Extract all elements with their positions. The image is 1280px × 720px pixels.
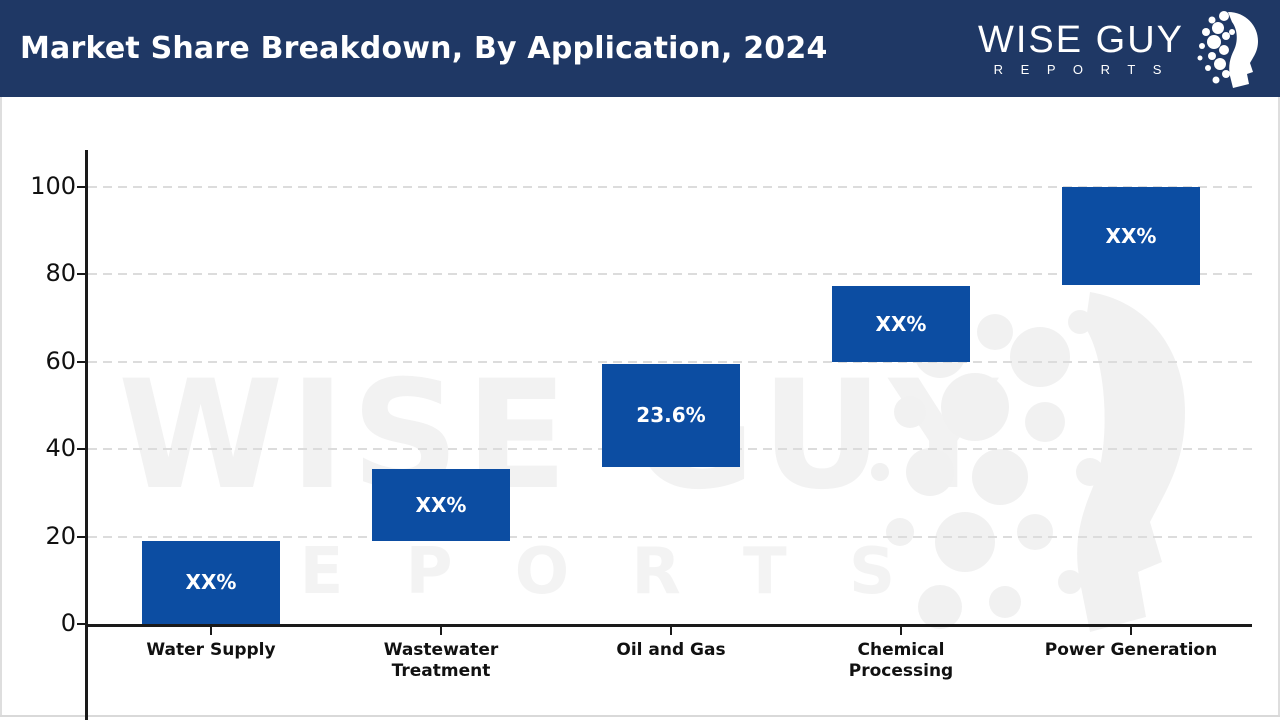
chart-title: Market Share Breakdown, By Application, … [20, 31, 828, 66]
gridline-60 [88, 360, 1252, 363]
x-tick-mark [900, 627, 902, 635]
bar-value-label: XX% [1105, 223, 1157, 248]
x-category-label-1: Water Supply [146, 640, 276, 660]
plot-area: WISE GUY R E P O R T S 0 20 40 60 80 100 XX% X… [0, 97, 1280, 720]
gridline-20 [88, 535, 1252, 538]
y-axis-line [85, 150, 88, 720]
bar-value-label: XX% [415, 492, 467, 517]
bar-water-supply: XX% [142, 540, 280, 624]
x-category-label-3: Oil and Gas [616, 640, 726, 660]
head-silhouette-icon [1197, 10, 1258, 88]
page-border-right [1278, 97, 1280, 717]
bar-value-label: XX% [875, 311, 927, 336]
gridline-100 [88, 186, 1252, 188]
page-border-bottom [0, 715, 1280, 717]
page-border-left [0, 97, 2, 717]
y-tick-label-0: 0 [60, 609, 76, 637]
x-tick-mark [1130, 627, 1132, 635]
y-tick-mark [77, 623, 85, 625]
header: Market Share Breakdown, By Application, … [0, 0, 1280, 97]
wiseguy-logo: WISE GUY R E P O R T S [978, 6, 1266, 92]
head-watermark [871, 292, 1185, 632]
y-tick-label-80: 80 [45, 259, 76, 288]
x-category-label-5: Power Generation [1044, 640, 1218, 660]
bar-power-generation: XX% [1062, 187, 1200, 285]
y-tick-mark [77, 535, 85, 538]
x-tick-mark [670, 627, 672, 635]
x-category-label-4: Chemical Processing [848, 640, 954, 681]
x-axis-line [85, 624, 1252, 627]
bar-value-label: XX% [185, 570, 237, 595]
logo-wordmark: WISE GUY R E P O R T S [978, 20, 1184, 77]
watermark-reports: R E P O R T S [188, 535, 916, 609]
x-tick-mark [440, 627, 442, 635]
logo-wordmark-line2: R E P O R T S [993, 62, 1169, 77]
bar-wastewater-treatment: XX% [372, 468, 510, 541]
bar-chemical-processing: XX% [832, 285, 970, 362]
gridline-80 [88, 273, 1252, 276]
y-tick-mark [77, 360, 85, 363]
x-category-label-2: Wastewater Treatment [383, 640, 499, 681]
y-tick-mark [77, 186, 85, 188]
bar-value-label: 23.6% [636, 403, 706, 428]
bar-oil-and-gas: 23.6% [602, 363, 740, 467]
y-tick-label-40: 40 [45, 434, 76, 463]
x-tick-mark [210, 627, 212, 635]
y-tick-label-20: 20 [45, 521, 76, 550]
y-tick-label-60: 60 [45, 346, 76, 375]
logo-wordmark-line1: WISE GUY [977, 19, 1184, 61]
y-tick-mark [77, 448, 85, 451]
watermark-wiseguy: WISE GUY [118, 349, 1004, 523]
y-tick-mark [77, 273, 85, 276]
y-tick-label-100: 100 [30, 172, 76, 200]
